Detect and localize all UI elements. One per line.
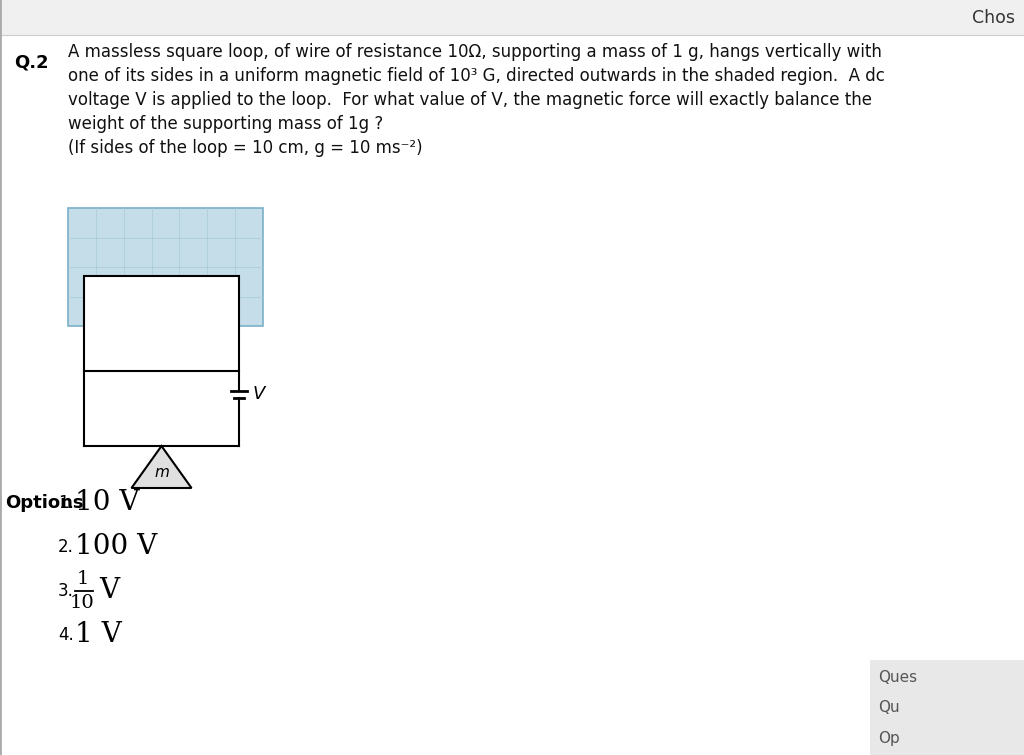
- Text: 100 V: 100 V: [75, 534, 158, 560]
- Text: 1: 1: [77, 570, 89, 588]
- Text: Qu: Qu: [878, 701, 900, 716]
- Text: 10 V: 10 V: [75, 489, 139, 516]
- Text: A massless square loop, of wire of resistance 10Ω, supporting a mass of 1 g, han: A massless square loop, of wire of resis…: [68, 43, 882, 61]
- Text: V: V: [99, 578, 119, 605]
- Text: V: V: [253, 385, 265, 403]
- Bar: [84, 276, 239, 371]
- Text: 3.: 3.: [58, 582, 74, 600]
- Text: voltage V is applied to the loop.  For what value of V, the magnetic force will : voltage V is applied to the loop. For wh…: [68, 91, 872, 109]
- Text: Op: Op: [878, 731, 900, 745]
- Bar: [870, 660, 1024, 755]
- Text: Options: Options: [5, 494, 84, 512]
- Text: 2.: 2.: [58, 538, 74, 556]
- Text: Ques: Ques: [878, 670, 918, 686]
- Text: 1 V: 1 V: [75, 621, 122, 649]
- Text: 10: 10: [70, 594, 94, 612]
- Text: m: m: [154, 464, 169, 479]
- Polygon shape: [131, 446, 191, 488]
- Text: one of its sides in a uniform magnetic field of 10³ G, directed outwards in the : one of its sides in a uniform magnetic f…: [68, 67, 885, 85]
- Text: 1.: 1.: [58, 494, 74, 512]
- Bar: [0, 0, 1024, 35]
- Text: weight of the supporting mass of 1g ?: weight of the supporting mass of 1g ?: [68, 115, 383, 133]
- Text: Chos: Chos: [972, 9, 1015, 27]
- Text: Q.2: Q.2: [14, 53, 48, 71]
- Bar: [68, 208, 263, 326]
- Text: (If sides of the loop = 10 cm, g = 10 ms⁻²): (If sides of the loop = 10 cm, g = 10 ms…: [68, 139, 423, 157]
- Text: 4.: 4.: [58, 626, 74, 644]
